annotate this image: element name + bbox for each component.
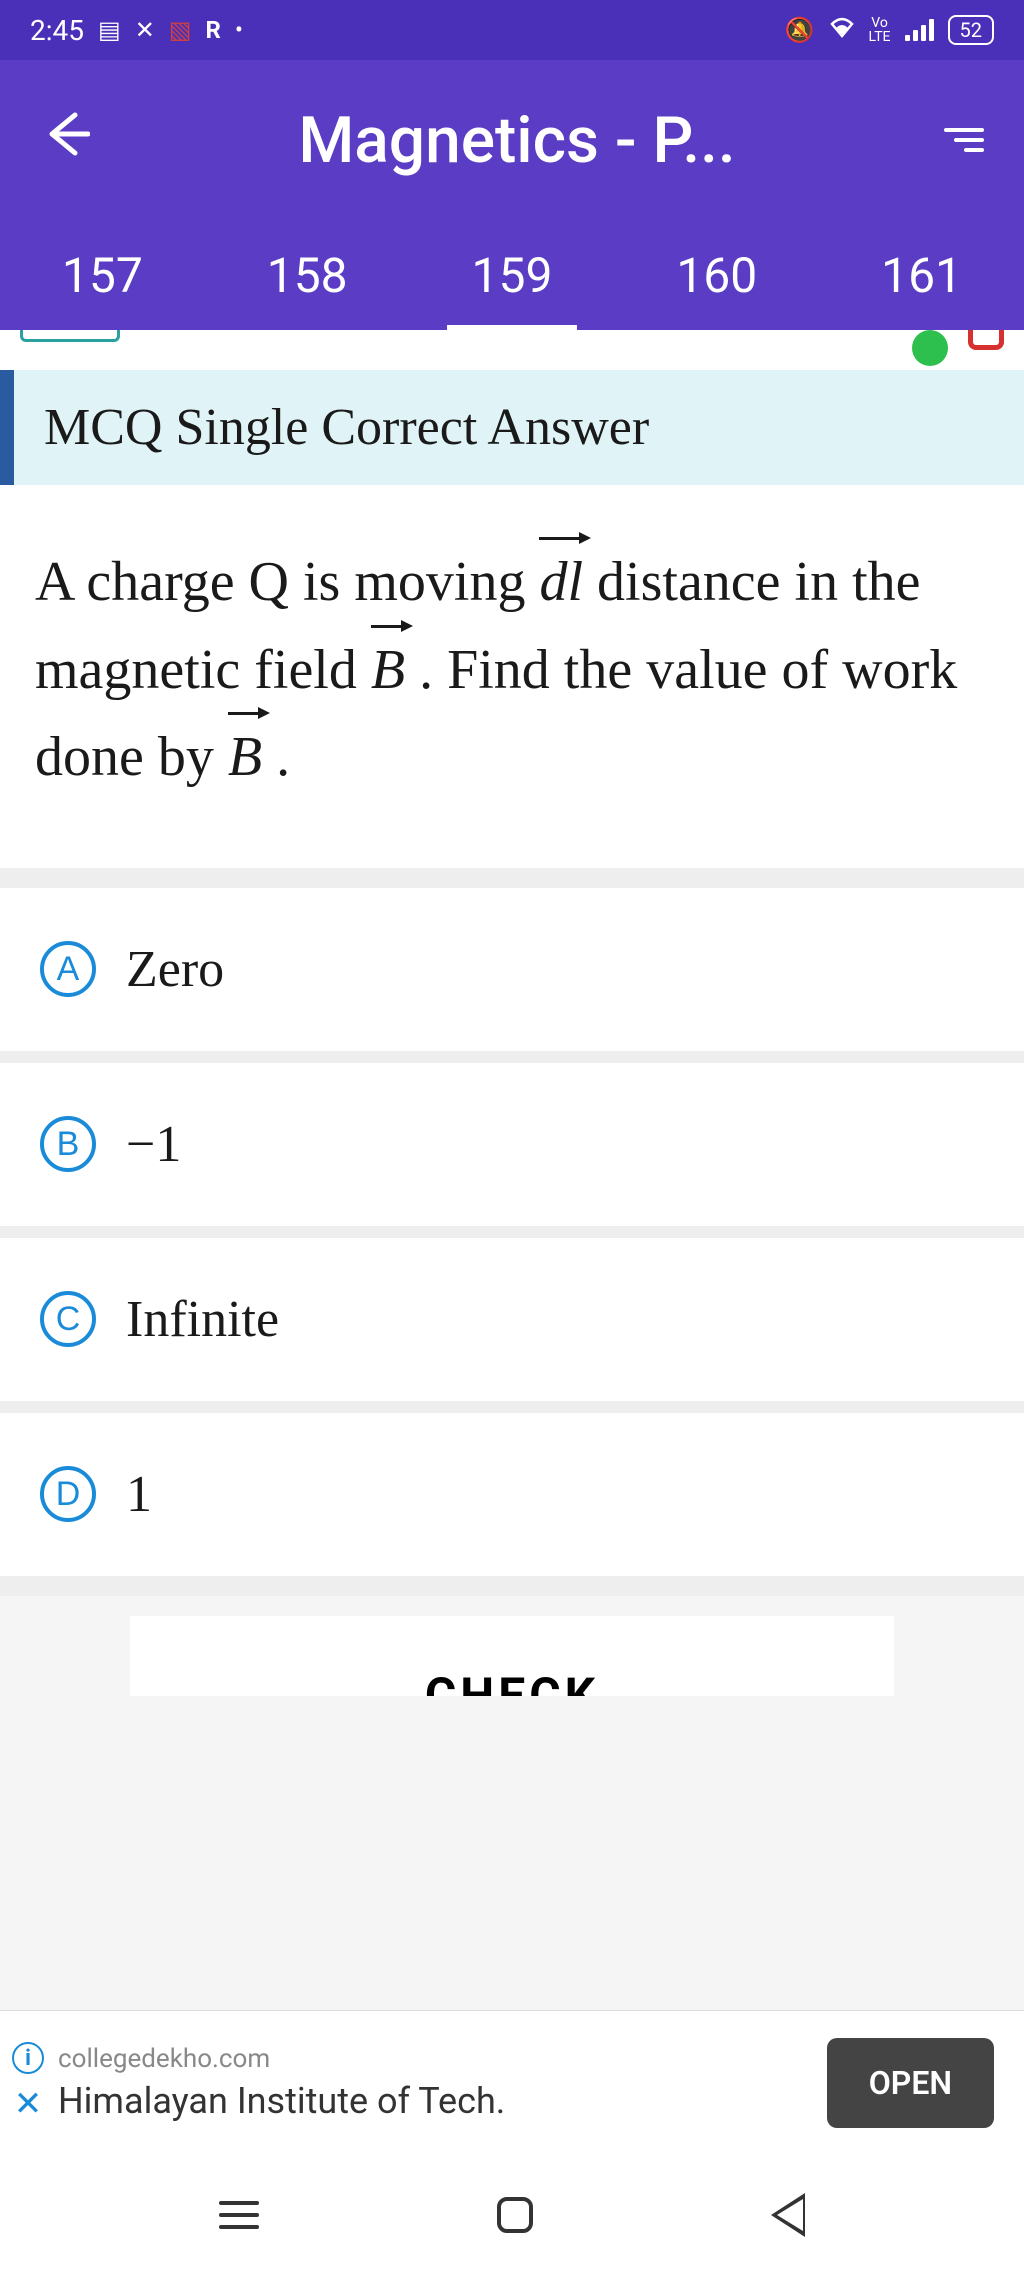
ad-info-icon[interactable]: i xyxy=(12,2042,44,2074)
option-c[interactable]: C Infinite xyxy=(0,1238,1024,1401)
signal-icon xyxy=(905,19,934,41)
nav-back-button[interactable] xyxy=(771,2193,805,2237)
deco-row xyxy=(0,330,1024,370)
tab-159[interactable]: 159 xyxy=(462,220,563,330)
system-nav-bar xyxy=(0,2155,1024,2275)
lte-icon: VoLTE xyxy=(869,16,891,44)
notification-icon: ▤ xyxy=(98,16,121,44)
question-tabs: 157 158 159 160 161 xyxy=(0,220,1024,330)
dnd-icon: 🔕 xyxy=(785,16,815,44)
option-d[interactable]: D 1 xyxy=(0,1413,1024,1576)
question-part: A charge Q is moving xyxy=(35,551,539,613)
ad-open-button[interactable]: OPEN xyxy=(827,2038,994,2128)
cutoff-content: CHECK xyxy=(130,1616,894,1696)
options-list: A Zero B −1 C Infinite D 1 xyxy=(0,868,1024,1596)
status-time: 2:45 xyxy=(30,14,84,47)
ad-title: Himalayan Institute of Tech. xyxy=(58,2080,813,2122)
option-text: −1 xyxy=(126,1115,181,1174)
question-text: A charge Q is moving dl distance in the … xyxy=(0,485,1024,868)
status-left: 2:45 ▤ ✕ ▧ R • xyxy=(30,14,243,47)
vector-b2: B xyxy=(228,710,262,798)
option-text: 1 xyxy=(126,1465,152,1524)
vector-b1: B xyxy=(371,623,405,711)
status-dot-green xyxy=(912,330,948,366)
nav-recent-button[interactable] xyxy=(219,2201,259,2229)
option-letter: B xyxy=(40,1116,96,1172)
vector-dl: dl xyxy=(539,535,583,623)
option-letter: A xyxy=(40,941,96,997)
option-letter: D xyxy=(40,1466,96,1522)
status-right: 🔕 VoLTE 52 xyxy=(785,15,994,45)
option-text: Zero xyxy=(126,940,224,999)
question-part: . xyxy=(262,726,290,788)
option-b[interactable]: B −1 xyxy=(0,1063,1024,1226)
deco-box xyxy=(20,330,120,342)
option-text: Infinite xyxy=(126,1290,279,1349)
tab-157[interactable]: 157 xyxy=(52,220,153,330)
option-letter: C xyxy=(40,1291,96,1347)
dot-icon: • xyxy=(235,16,243,44)
back-button[interactable] xyxy=(40,107,90,173)
status-box-red xyxy=(968,330,1004,350)
ad-domain: collegedekho.com xyxy=(58,2044,813,2074)
tab-161[interactable]: 161 xyxy=(871,220,972,330)
app-header: Magnetics - P... xyxy=(0,60,1024,220)
sort-menu-button[interactable] xyxy=(944,128,984,152)
status-bar: 2:45 ▤ ✕ ▧ R • 🔕 VoLTE 52 xyxy=(0,0,1024,60)
ad-controls[interactable]: i ✕ xyxy=(12,2042,44,2124)
mcq-type-banner: MCQ Single Correct Answer xyxy=(0,370,1024,485)
option-a[interactable]: A Zero xyxy=(0,888,1024,1051)
ad-banner[interactable]: i ✕ collegedekho.com Himalayan Institute… xyxy=(0,2010,1024,2155)
ad-close-icon[interactable]: ✕ xyxy=(14,2084,43,2124)
battery-indicator: 52 xyxy=(948,15,994,45)
wifi-icon xyxy=(829,16,855,44)
ad-text: collegedekho.com Himalayan Institute of … xyxy=(58,2044,813,2122)
tab-158[interactable]: 158 xyxy=(257,220,358,330)
page-title: Magnetics - P... xyxy=(130,103,904,178)
app-icon: ▧ xyxy=(169,16,192,44)
tab-160[interactable]: 160 xyxy=(666,220,767,330)
missed-call-icon: ✕ xyxy=(135,16,155,44)
letter-icon: R xyxy=(205,16,220,44)
nav-home-button[interactable] xyxy=(497,2197,533,2233)
